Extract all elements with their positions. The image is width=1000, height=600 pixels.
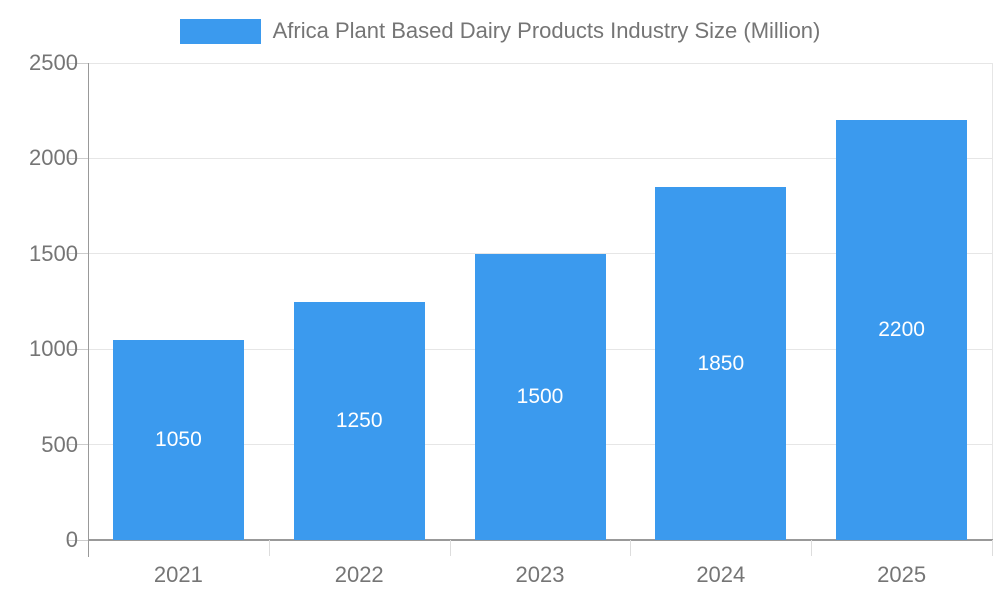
x-axis-tick (449, 540, 451, 556)
y-tick-label: 0 (65, 527, 78, 552)
y-axis-tick (68, 348, 88, 350)
bar-value-label: 2200 (878, 318, 925, 342)
bar: 2200 (836, 120, 968, 540)
plot-right-border (992, 63, 993, 540)
legend: Africa Plant Based Dairy Products Indust… (0, 16, 1000, 46)
bar: 1250 (293, 301, 425, 540)
x-axis-tick (992, 540, 993, 556)
gridline (88, 157, 992, 159)
x-tick-label: 2021 (153, 562, 203, 587)
y-tick-label: 2000 (29, 145, 78, 171)
x-axis-tick (630, 540, 632, 556)
y-tick-label: 1500 (29, 240, 78, 266)
bar-value-label: 1250 (335, 408, 383, 432)
x-axis-tick (811, 540, 813, 556)
x-tick-label: 2025 (877, 562, 927, 587)
bar-value-label: 1850 (697, 351, 745, 375)
y-axis-line (88, 63, 89, 557)
y-axis-tick (68, 62, 88, 64)
x-tick-label: 2023 (515, 562, 565, 587)
y-axis-tick (68, 157, 88, 159)
bar-value-label: 1500 (516, 384, 564, 408)
bar: 1500 (474, 253, 606, 540)
legend-swatch (179, 18, 261, 44)
y-axis-tick (68, 444, 88, 446)
bar-value-label: 1050 (155, 427, 202, 451)
y-tick-label: 2500 (29, 50, 78, 75)
bar: 1050 (112, 339, 244, 540)
y-axis-tick (68, 539, 88, 541)
x-axis-line (88, 539, 993, 541)
x-axis-tick (268, 540, 270, 556)
y-axis-tick (68, 253, 88, 255)
bar: 1850 (655, 187, 787, 540)
gridline (88, 62, 992, 64)
y-tick-label: 500 (41, 431, 78, 457)
y-tick-label: 1000 (29, 336, 78, 362)
x-tick-label: 2022 (334, 562, 384, 587)
x-tick-label: 2024 (696, 562, 746, 587)
legend-label: Africa Plant Based Dairy Products Indust… (272, 18, 821, 43)
